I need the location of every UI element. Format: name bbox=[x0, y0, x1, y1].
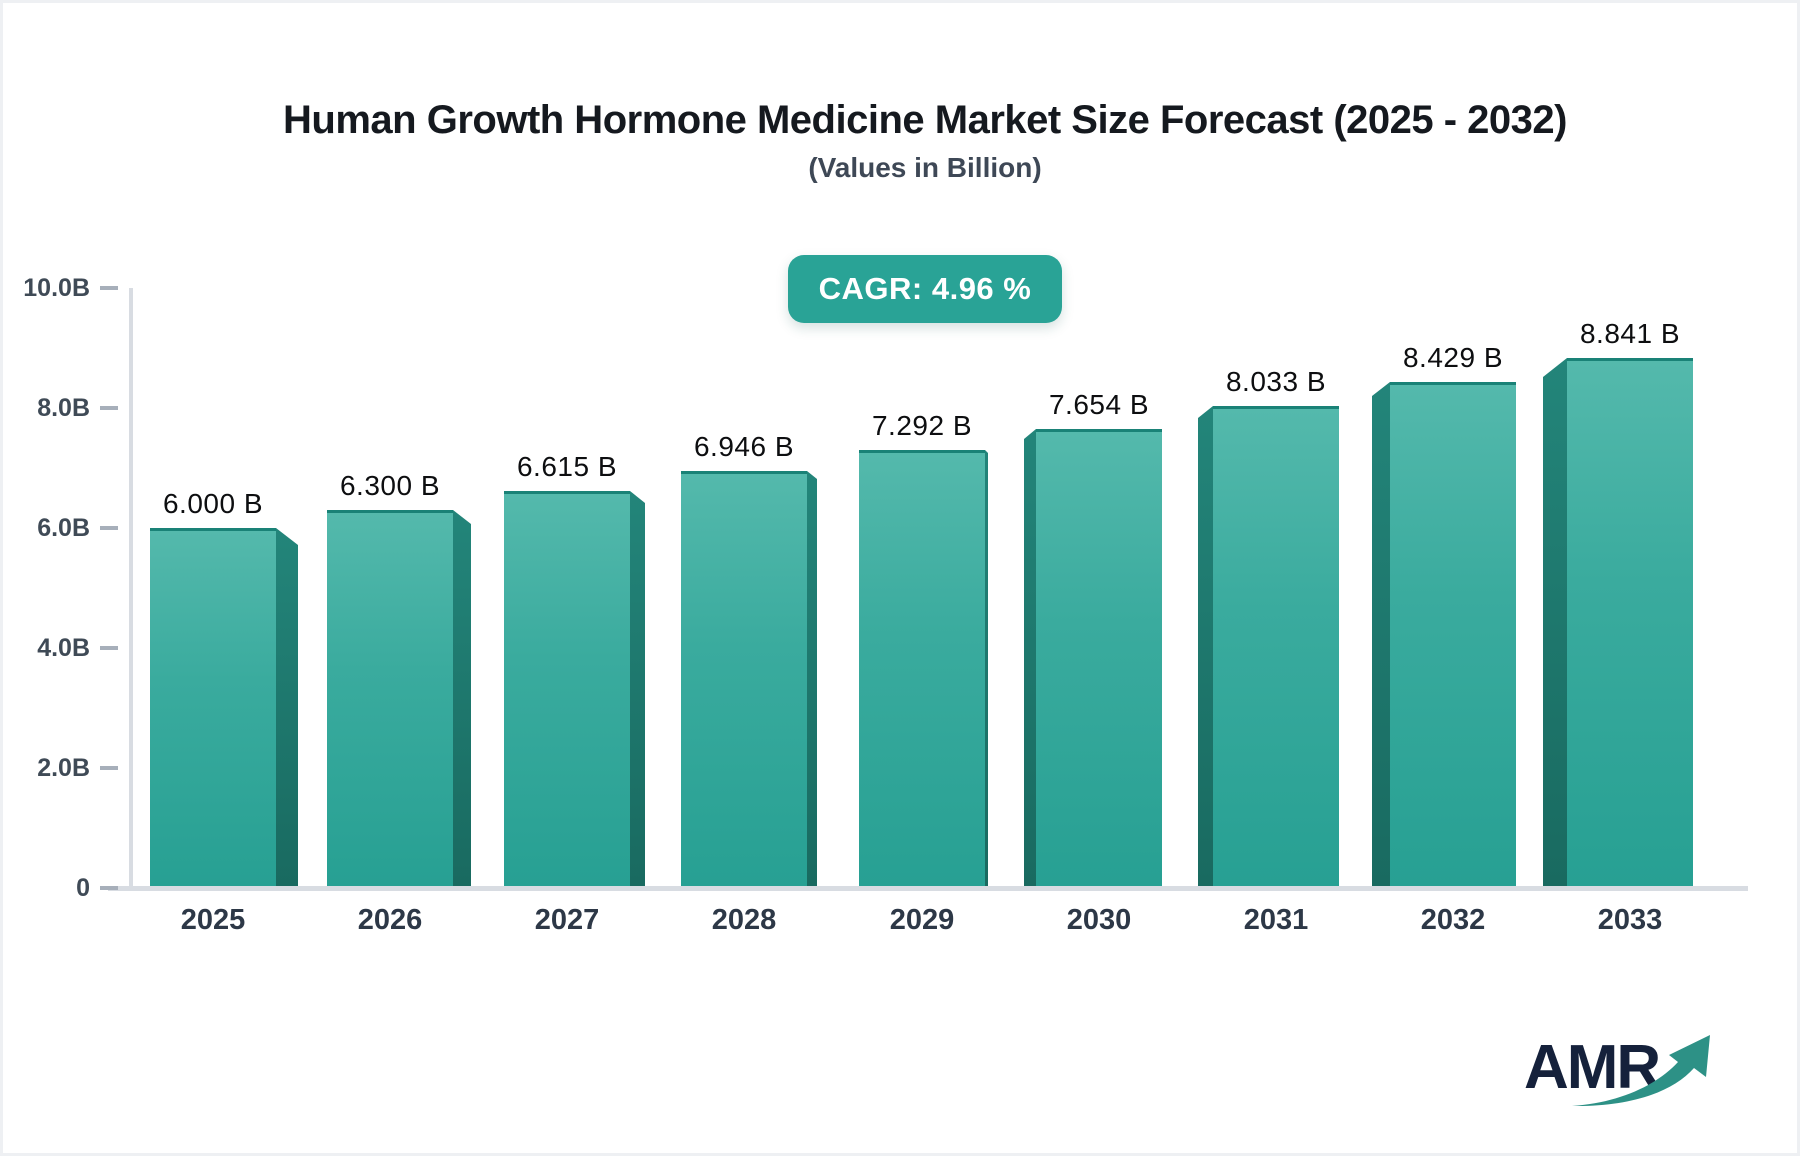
bar-front-face bbox=[150, 528, 276, 886]
y-tick-dash-4 bbox=[100, 766, 118, 770]
bar-front-face bbox=[859, 450, 985, 886]
y-axis-line bbox=[129, 288, 133, 888]
bar-value-label-2029: 7.292 B bbox=[871, 410, 973, 441]
bar-side-face bbox=[1543, 358, 1567, 886]
y-tick-label-4: 2.0B bbox=[37, 754, 90, 782]
x-category-label-2032: 2032 bbox=[1420, 904, 1486, 936]
y-tick-label-5: 0 bbox=[76, 874, 90, 902]
bar-front-face bbox=[1036, 429, 1162, 886]
x-category-label-2031: 2031 bbox=[1243, 904, 1309, 936]
cagr-badge: CAGR: 4.96 % bbox=[788, 255, 1062, 323]
bar-side-face bbox=[1198, 406, 1213, 886]
y-tick-label-2: 6.0B bbox=[37, 514, 90, 542]
bar-side-face bbox=[1024, 429, 1036, 886]
bar-2033[interactable] bbox=[1543, 358, 1693, 886]
x-category-label-2033: 2033 bbox=[1597, 904, 1663, 936]
bar-front-face bbox=[1390, 382, 1516, 886]
bar-side-face bbox=[453, 510, 471, 886]
bar-2031[interactable] bbox=[1198, 406, 1339, 886]
y-tick-dash-0 bbox=[100, 286, 118, 290]
amr-logo: AMR bbox=[1524, 1033, 1710, 1107]
y-tick-dash-3 bbox=[100, 646, 118, 650]
x-category-label-2028: 2028 bbox=[711, 904, 777, 936]
x-axis-baseline bbox=[108, 886, 1748, 891]
bar-2026[interactable] bbox=[327, 510, 471, 886]
bar-front-face bbox=[1567, 358, 1693, 886]
bar-side-face bbox=[985, 450, 988, 886]
x-category-label-2027: 2027 bbox=[534, 904, 600, 936]
bar-side-face bbox=[807, 471, 817, 886]
x-category-label-2030: 2030 bbox=[1066, 904, 1132, 936]
y-tick-label-3: 4.0B bbox=[37, 634, 90, 662]
chart-title: Human Growth Hormone Medicine Market Siz… bbox=[283, 98, 1567, 142]
bar-value-label-2030: 7.654 B bbox=[1048, 389, 1150, 420]
y-tick-dash-2 bbox=[100, 526, 118, 530]
bar-value-label-2031: 8.033 B bbox=[1225, 366, 1327, 397]
bar-side-face bbox=[276, 528, 298, 886]
y-tick-dash-1 bbox=[100, 406, 118, 410]
bar-front-face bbox=[681, 471, 807, 886]
bar-side-face bbox=[1372, 382, 1390, 886]
chart-subtitle: (Values in Billion) bbox=[808, 152, 1042, 183]
y-tick-label-0: 10.0B bbox=[23, 274, 90, 302]
x-category-label-2026: 2026 bbox=[357, 904, 423, 936]
y-tick-label-1: 8.0B bbox=[37, 394, 90, 422]
bar-2027[interactable] bbox=[504, 491, 645, 886]
y-tick-dash-5 bbox=[100, 886, 118, 890]
bar-2025[interactable] bbox=[150, 528, 298, 886]
bar-front-face bbox=[1213, 406, 1339, 886]
bar-value-label-2033: 8.841 B bbox=[1579, 318, 1681, 349]
bar-2029[interactable] bbox=[859, 450, 988, 886]
bar-value-label-2026: 6.300 B bbox=[339, 470, 441, 501]
bar-2032[interactable] bbox=[1372, 382, 1516, 886]
bar-2028[interactable] bbox=[681, 471, 817, 886]
bar-value-label-2027: 6.615 B bbox=[516, 451, 618, 482]
amr-logo-arrow-icon bbox=[1572, 1035, 1710, 1107]
x-category-label-2029: 2029 bbox=[889, 904, 955, 936]
bar-2030[interactable] bbox=[1024, 429, 1162, 886]
bar-front-face bbox=[504, 491, 630, 886]
bar-value-label-2028: 6.946 B bbox=[693, 431, 795, 462]
bar-front-face bbox=[327, 510, 453, 886]
bar-value-label-2025: 6.000 B bbox=[162, 488, 264, 519]
cagr-badge-label: CAGR: 4.96 % bbox=[818, 271, 1032, 306]
bar-value-label-2032: 8.429 B bbox=[1402, 342, 1504, 373]
bar-side-face bbox=[630, 491, 645, 886]
x-category-label-2025: 2025 bbox=[180, 904, 246, 936]
